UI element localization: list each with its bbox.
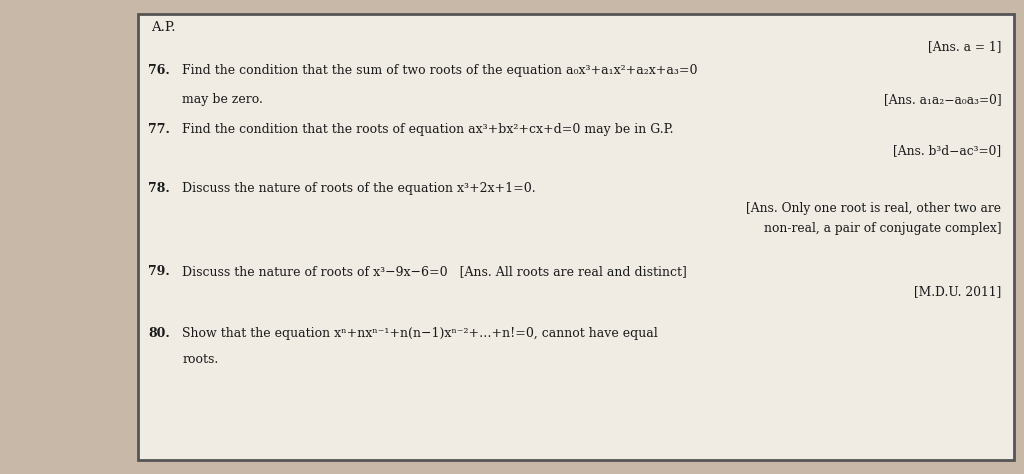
Text: 77.: 77. xyxy=(148,123,170,136)
Text: 80.: 80. xyxy=(148,327,170,340)
Text: 76.: 76. xyxy=(148,64,170,77)
Text: [Ans. a = 1]: [Ans. a = 1] xyxy=(928,40,1001,53)
Text: Show that the equation xⁿ+nxⁿ⁻¹+n(n−1)xⁿ⁻²+…+n!=0, cannot have equal: Show that the equation xⁿ+nxⁿ⁻¹+n(n−1)xⁿ… xyxy=(182,327,658,340)
Text: roots.: roots. xyxy=(182,353,218,366)
Text: Discuss the nature of roots of the equation x³+2x+1=0.: Discuss the nature of roots of the equat… xyxy=(182,182,536,195)
Text: 79.: 79. xyxy=(148,265,170,278)
Text: Discuss the nature of roots of x³−9x−6=0   [Ans. All roots are real and distinct: Discuss the nature of roots of x³−9x−6=0… xyxy=(182,265,687,278)
Text: [Ans. a₁a₂−a₀a₃=0]: [Ans. a₁a₂−a₀a₃=0] xyxy=(884,93,1001,106)
Text: [Ans. Only one root is real, other two are: [Ans. Only one root is real, other two a… xyxy=(746,202,1001,215)
Text: [M.D.U. 2011]: [M.D.U. 2011] xyxy=(914,285,1001,298)
Text: [Ans. b³d−ac³=0]: [Ans. b³d−ac³=0] xyxy=(893,145,1001,157)
Text: may be zero.: may be zero. xyxy=(182,93,263,106)
Text: A.P.: A.P. xyxy=(152,21,176,34)
Text: Find the condition that the roots of equation ax³+bx²+cx+d=0 may be in G.P.: Find the condition that the roots of equ… xyxy=(182,123,674,136)
Text: Find the condition that the sum of two roots of the equation a₀x³+a₁x²+a₂x+a₃=0: Find the condition that the sum of two r… xyxy=(182,64,697,77)
Text: non-real, a pair of conjugate complex]: non-real, a pair of conjugate complex] xyxy=(764,222,1001,235)
Text: 78.: 78. xyxy=(148,182,170,195)
